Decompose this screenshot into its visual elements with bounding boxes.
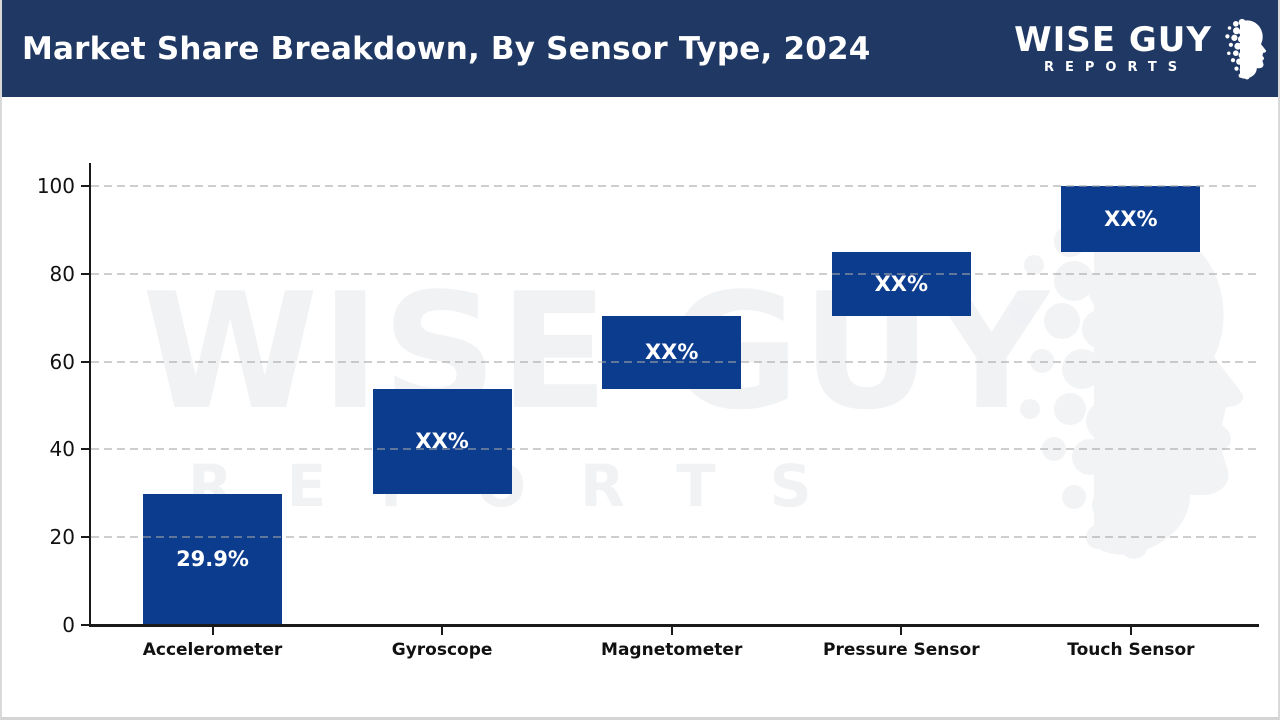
brand-subname: REPORTS bbox=[1044, 60, 1189, 75]
head-profile-dots-icon bbox=[1225, 18, 1267, 79]
y-tick-label-100: 100 bbox=[36, 174, 75, 198]
x-tick-label-magnetometer: Magnetometer bbox=[601, 640, 743, 660]
bar-value-label-accelerometer: 29.9% bbox=[176, 547, 249, 572]
bar-pressure-sensor bbox=[831, 251, 971, 316]
y-axis-tick-0 bbox=[81, 624, 90, 626]
y-axis-tick-60 bbox=[81, 360, 90, 363]
y-tick-label-0: 0 bbox=[62, 613, 75, 637]
bar-touch-sensor bbox=[1061, 186, 1201, 252]
y-axis-tick-80 bbox=[81, 272, 90, 275]
x-axis-tick-magnetometer bbox=[670, 627, 673, 635]
y-tick-label-20: 20 bbox=[49, 525, 75, 550]
bar-value-label-magnetometer: XX% bbox=[644, 340, 699, 365]
x-axis-tick-gyroscope bbox=[441, 627, 444, 635]
page-title: Market Share Breakdown, By Sensor Type, … bbox=[22, 30, 871, 67]
brand-name: WISE GUY bbox=[1014, 20, 1212, 60]
x-tick-label-touch-sensor: Touch Sensor bbox=[1067, 640, 1195, 660]
x-axis-tick-pressure-sensor bbox=[900, 627, 903, 635]
x-axis-tick-accelerometer bbox=[211, 627, 214, 635]
gridline-100 bbox=[91, 185, 1259, 187]
bar-gyroscope bbox=[372, 388, 512, 494]
bar-magnetometer bbox=[602, 315, 742, 389]
y-axis-tick-40 bbox=[81, 448, 90, 451]
y-axis-line bbox=[89, 163, 91, 627]
y-axis-tick-100 bbox=[81, 185, 90, 187]
bar-value-label-pressure-sensor: XX% bbox=[874, 271, 929, 296]
gridline-20 bbox=[91, 536, 1259, 539]
x-tick-label-pressure-sensor: Pressure Sensor bbox=[822, 640, 980, 660]
x-axis-tick-touch-sensor bbox=[1129, 627, 1132, 635]
y-axis-tick-20 bbox=[81, 536, 90, 539]
gridline-40 bbox=[91, 448, 1259, 451]
y-tick-label-40: 40 bbox=[49, 437, 75, 462]
header-bar: Market Share Breakdown, By Sensor Type, … bbox=[2, 0, 1278, 97]
x-axis-line bbox=[89, 624, 1259, 627]
gridline-60 bbox=[91, 360, 1259, 363]
bar-value-label-touch-sensor: XX% bbox=[1104, 206, 1158, 231]
x-tick-label-gyroscope: Gyroscope bbox=[391, 640, 493, 660]
bar-value-label-gyroscope: XX% bbox=[415, 429, 469, 454]
y-tick-label-80: 80 bbox=[49, 261, 75, 286]
bar-accelerometer bbox=[143, 493, 282, 625]
y-tick-label-60: 60 bbox=[49, 349, 75, 374]
brand-logo-text: WISE GUY REPORTS bbox=[1014, 23, 1212, 74]
gridline-80 bbox=[91, 272, 1259, 275]
x-tick-label-accelerometer: Accelerometer bbox=[142, 640, 283, 660]
brand-logo: WISE GUY REPORTS bbox=[1014, 4, 1268, 94]
